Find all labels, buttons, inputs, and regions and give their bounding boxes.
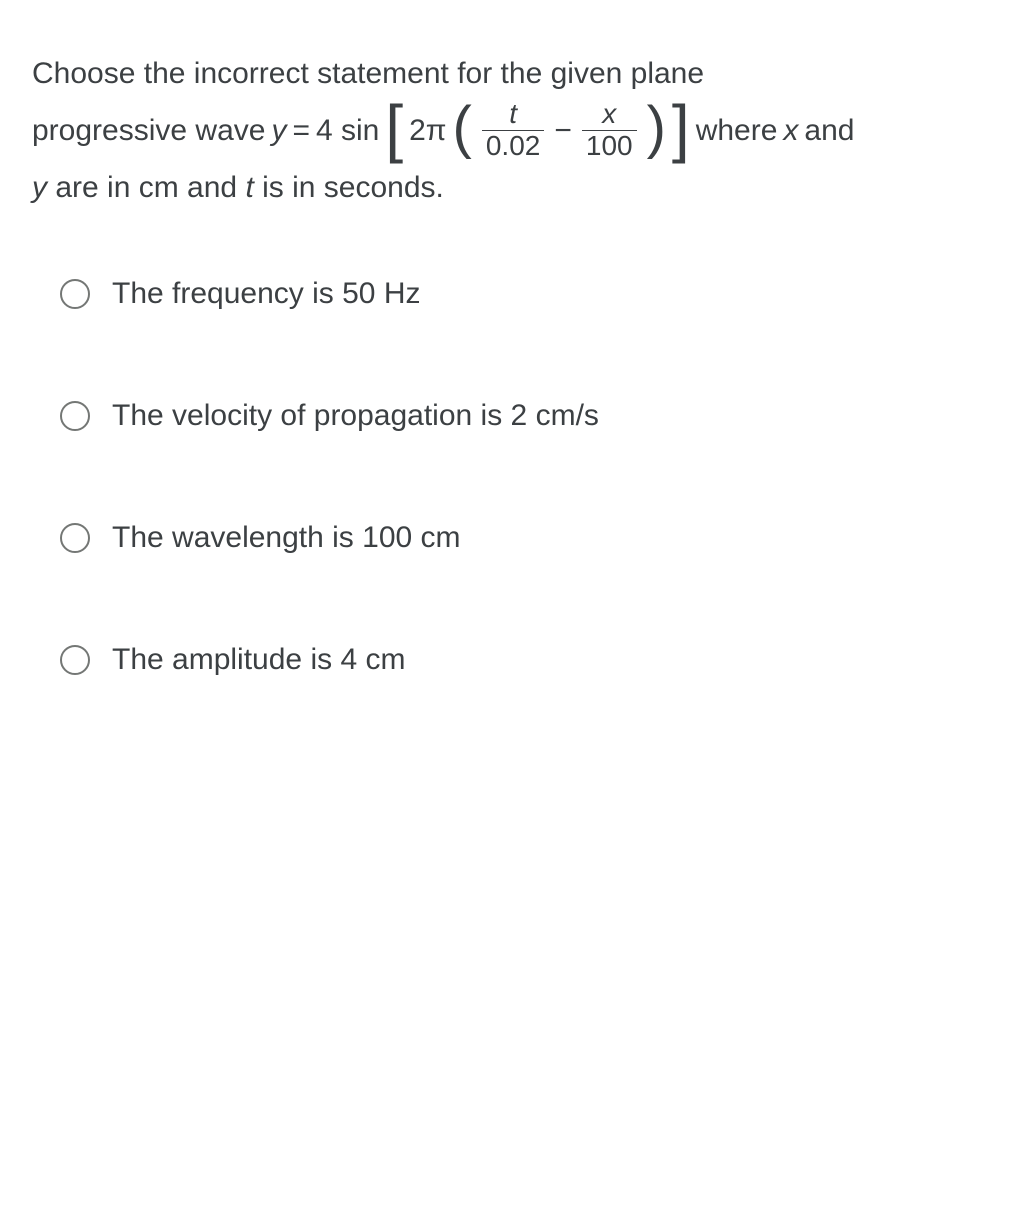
option-3[interactable]: The wavelength is 100 cm bbox=[60, 521, 992, 555]
radio-icon[interactable] bbox=[60, 645, 90, 675]
t-var: t bbox=[245, 171, 253, 204]
eq-y: y bbox=[271, 105, 286, 156]
radio-icon[interactable] bbox=[60, 401, 90, 431]
option-2[interactable]: The velocity of propagation is 2 cm/s bbox=[60, 399, 992, 433]
frac2-num: x bbox=[598, 99, 620, 130]
eq-two-pi: 2π bbox=[409, 105, 446, 156]
frac1-num: t bbox=[505, 99, 521, 130]
option-4[interactable]: The amplitude is 4 cm bbox=[60, 643, 992, 677]
and-text: and bbox=[804, 105, 854, 156]
options-group: The frequency is 50 Hz The velocity of p… bbox=[32, 277, 992, 677]
radio-icon[interactable] bbox=[60, 523, 90, 553]
bracket-close: ] bbox=[672, 103, 690, 154]
eq-equals: = bbox=[292, 105, 310, 156]
y-var: y bbox=[32, 171, 47, 204]
frac2-den: 100 bbox=[582, 130, 637, 162]
option-label: The amplitude is 4 cm bbox=[112, 643, 405, 677]
fraction-2: x 100 bbox=[582, 99, 637, 162]
fraction-1: t 0.02 bbox=[482, 99, 545, 162]
paren-open: ( bbox=[453, 105, 472, 151]
line2-prefix: progressive wave bbox=[32, 105, 265, 156]
option-label: The velocity of propagation is 2 cm/s bbox=[112, 399, 599, 433]
eq-coef: 4 sin bbox=[316, 105, 379, 156]
option-label: The frequency is 50 Hz bbox=[112, 277, 420, 311]
question-text: Choose the incorrect statement for the g… bbox=[32, 48, 992, 213]
eq-minus: − bbox=[554, 105, 572, 156]
bracket-open: [ bbox=[385, 103, 403, 154]
frac1-den: 0.02 bbox=[482, 130, 545, 162]
question-line-3: y are in cm and t is in seconds. bbox=[32, 162, 992, 213]
question-line-1: Choose the incorrect statement for the g… bbox=[32, 48, 992, 99]
radio-icon[interactable] bbox=[60, 279, 90, 309]
option-label: The wavelength is 100 cm bbox=[112, 521, 461, 555]
line2-suffix: where bbox=[696, 105, 778, 156]
question-line-2: progressive wave y = 4 sin [ 2π ( t 0.02… bbox=[32, 99, 992, 162]
line3-end: is in seconds. bbox=[262, 171, 444, 204]
option-1[interactable]: The frequency is 50 Hz bbox=[60, 277, 992, 311]
paren-close: ) bbox=[647, 105, 666, 151]
x-var: x bbox=[783, 105, 798, 156]
line3-mid: are in cm and bbox=[55, 171, 245, 204]
